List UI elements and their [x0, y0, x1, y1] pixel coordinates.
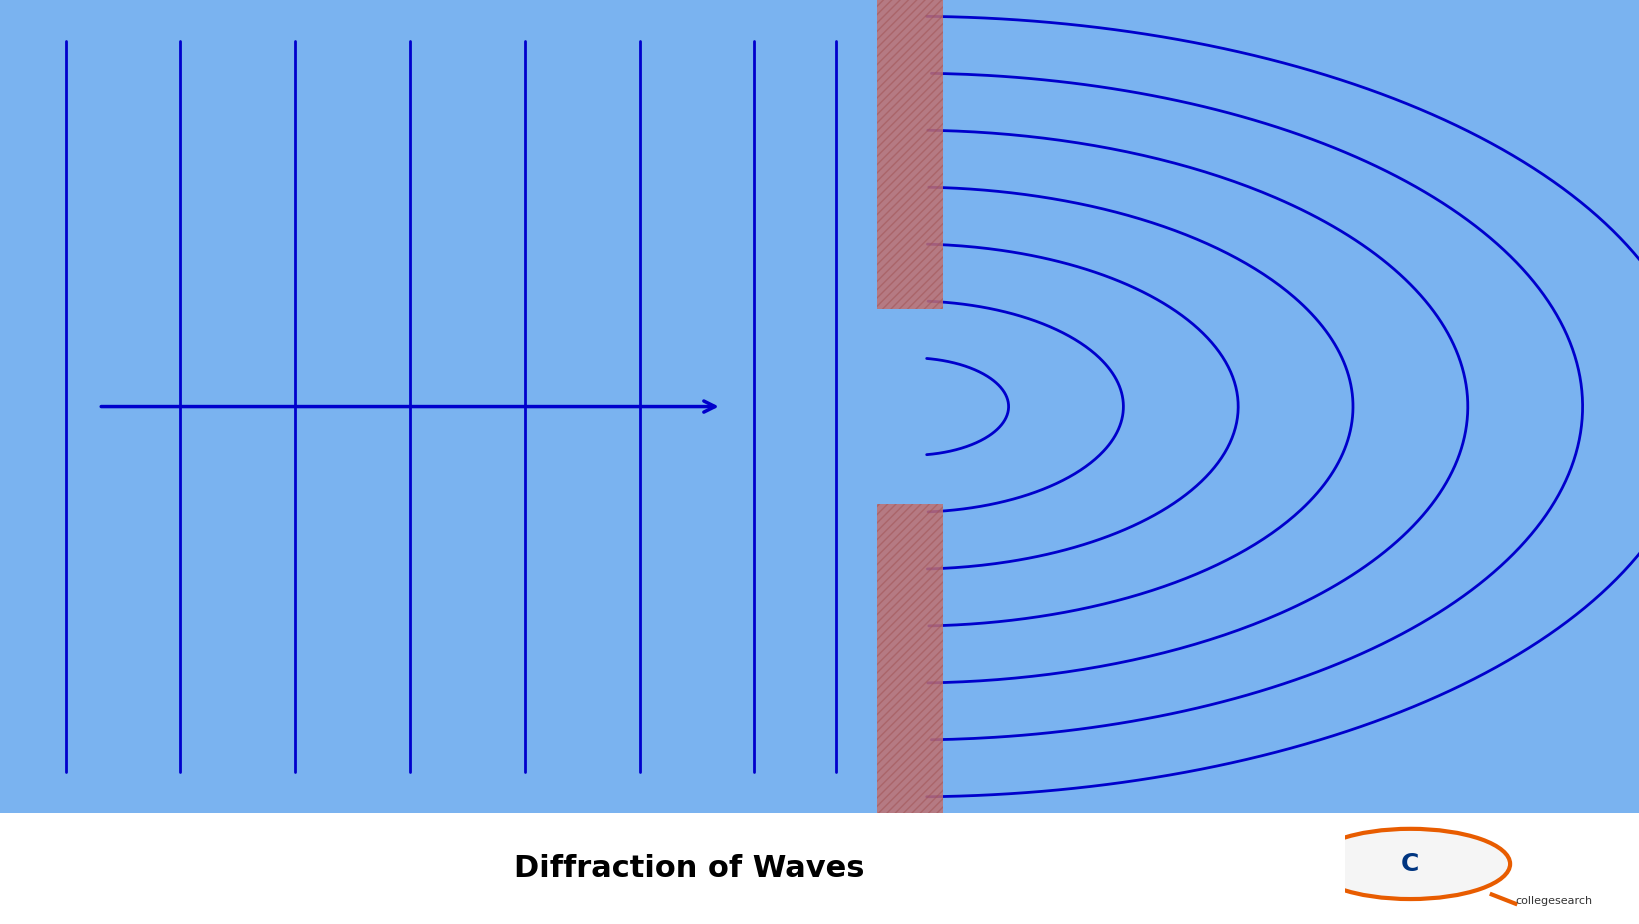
Text: collegesearch: collegesearch	[1514, 896, 1591, 906]
Text: Diffraction of Waves: Diffraction of Waves	[513, 854, 864, 883]
Bar	[877, 0, 942, 309]
Bar	[877, 505, 942, 813]
Text: C: C	[1400, 852, 1419, 876]
Circle shape	[1310, 829, 1510, 899]
Bar	[877, 505, 942, 813]
Bar	[877, 0, 942, 309]
